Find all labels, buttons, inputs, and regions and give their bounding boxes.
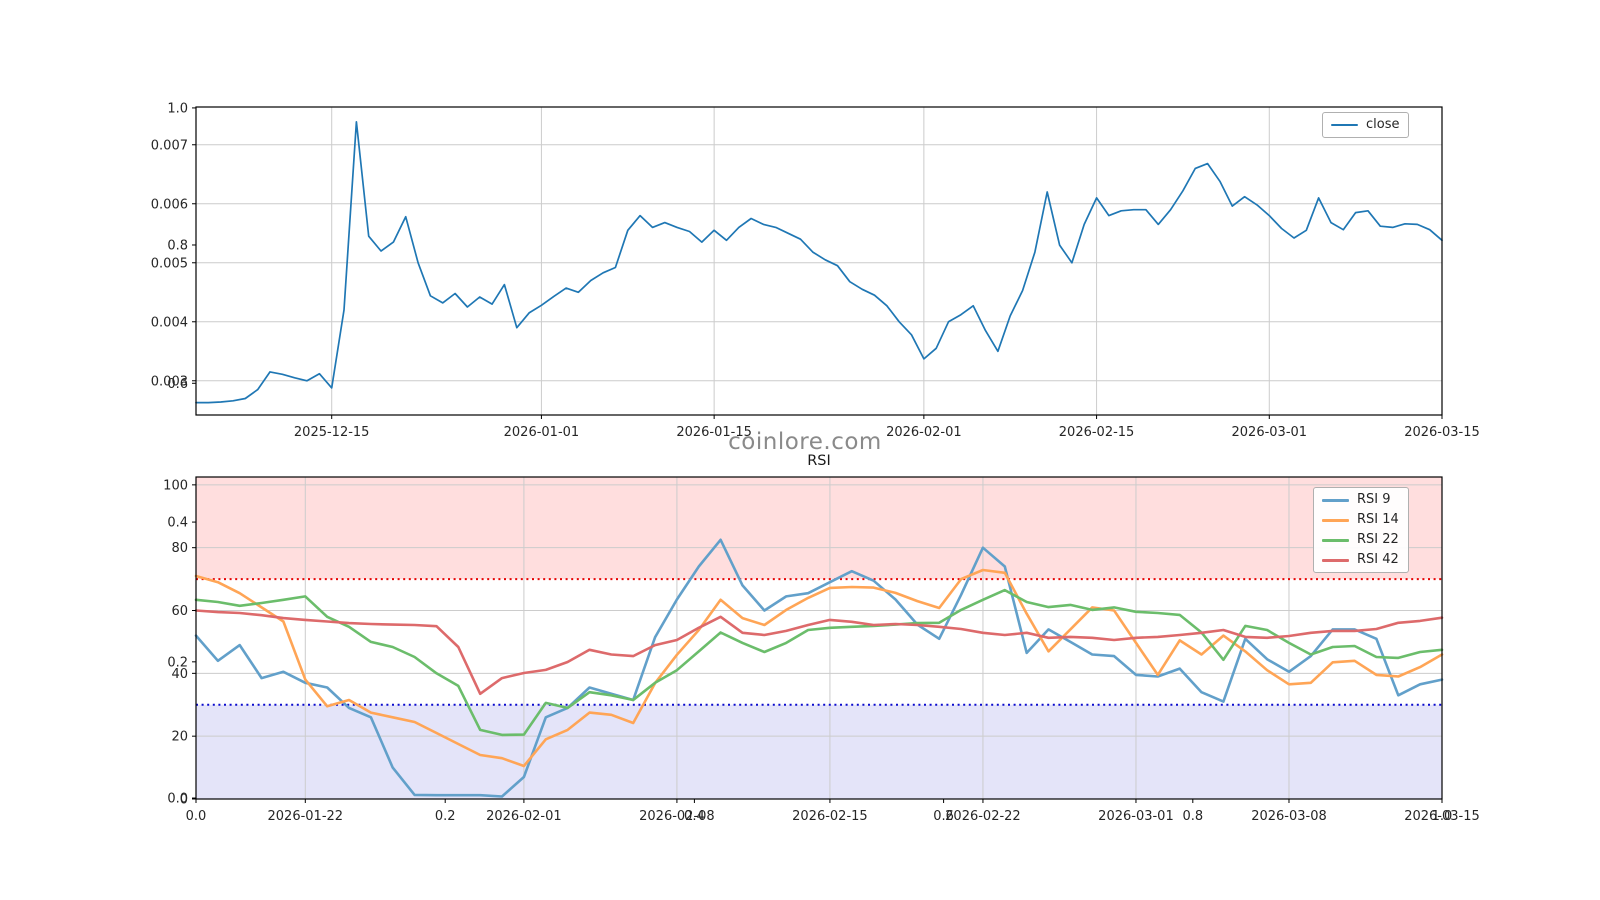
legend-line-sample (1322, 558, 1349, 562)
y-tick-label: 100 (163, 478, 188, 493)
y-tick-label: 0.004 (151, 315, 188, 330)
x-tick-label: 2026-01-22 (268, 809, 344, 824)
x-tick-label: 2026-02-01 (486, 809, 562, 824)
y-tick-label: 0.007 (151, 138, 188, 153)
band (196, 477, 1442, 580)
x-tick-label: 2026-02-08 (639, 809, 715, 824)
band (196, 704, 1442, 799)
secondary-x-tick-label: 0.4 (684, 809, 705, 824)
secondary-y-tick-label: 1.0 (167, 101, 188, 116)
secondary-x-tick-label: 0.8 (1182, 809, 1203, 824)
y-tick-label: 0.006 (151, 197, 188, 212)
legend-item-rsi-42: RSI 42 (1322, 553, 1399, 567)
legend-label: close (1366, 117, 1400, 132)
plot-border (195, 106, 1443, 416)
y-tick-label: 20 (171, 730, 188, 745)
secondary-x-tick-label: 0.0 (186, 809, 207, 824)
legend-item-rsi-14: RSI 14 (1322, 513, 1399, 527)
x-tick-label: 2026-02-15 (1059, 425, 1135, 440)
x-tick-label: 2026-03-01 (1098, 809, 1174, 824)
y-tick-label: 40 (171, 667, 188, 682)
x-tick-label: 2026-03-08 (1251, 809, 1327, 824)
legend-label: RSI 9 (1357, 492, 1391, 507)
secondary-y-tick-label: 0.8 (167, 238, 188, 253)
x-tick-label: 2026-03-15 (1404, 425, 1480, 440)
series-line-rsi-22 (194, 588, 1444, 737)
legend-line-sample (1322, 498, 1349, 502)
secondary-y-tick-label: 0.0 (167, 792, 188, 807)
legend-item-rsi-22: RSI 22 (1322, 533, 1399, 547)
rsi-chart-title: RSI (807, 453, 831, 469)
legend-label: RSI 42 (1357, 552, 1399, 567)
plot-border (195, 476, 1443, 800)
y-tick-label: 0 (180, 793, 188, 808)
secondary-y-tick-label: 0.6 (167, 377, 188, 392)
legend-line-sample (1322, 518, 1349, 522)
secondary-y-tick-label: 0.4 (167, 516, 188, 531)
x-tick-label: 2026-01-01 (504, 425, 580, 440)
y-tick-label: 60 (171, 604, 188, 619)
secondary-x-tick-label: 0.2 (435, 809, 456, 824)
series-line-rsi-9 (194, 538, 1444, 798)
legend-label: RSI 22 (1357, 532, 1399, 547)
x-tick-label: 2026-02-22 (945, 809, 1021, 824)
legend-line-sample (1322, 538, 1349, 542)
legend-item-close: close (1331, 118, 1399, 132)
x-tick-label: 2026-02-15 (792, 809, 868, 824)
legend-close: close (1322, 112, 1410, 138)
legend-label: RSI 14 (1357, 512, 1399, 527)
legend-line-sample (1331, 124, 1358, 126)
x-tick-label: 2026-01-15 (676, 425, 752, 440)
x-tick-label: 2026-03-15 (1404, 809, 1480, 824)
series-line-rsi-42 (194, 609, 1444, 696)
legend-rsi: RSI 9 RSI 14 RSI 22 RSI 42 (1313, 487, 1409, 573)
legend-item-rsi-9: RSI 9 (1322, 493, 1399, 507)
x-tick-label: 2026-02-01 (886, 425, 962, 440)
x-tick-label: 2025-12-15 (294, 425, 370, 440)
y-tick-label: 0.003 (151, 374, 188, 389)
y-tick-label: 0.005 (151, 256, 188, 271)
series-line-close (195, 120, 1443, 404)
y-tick-label: 80 (171, 541, 188, 556)
secondary-y-tick-label: 0.2 (167, 655, 188, 670)
secondary-x-tick-label: 1.0 (1432, 809, 1453, 824)
x-tick-label: 2026-03-01 (1232, 425, 1308, 440)
secondary-x-tick-label: 0.6 (933, 809, 954, 824)
